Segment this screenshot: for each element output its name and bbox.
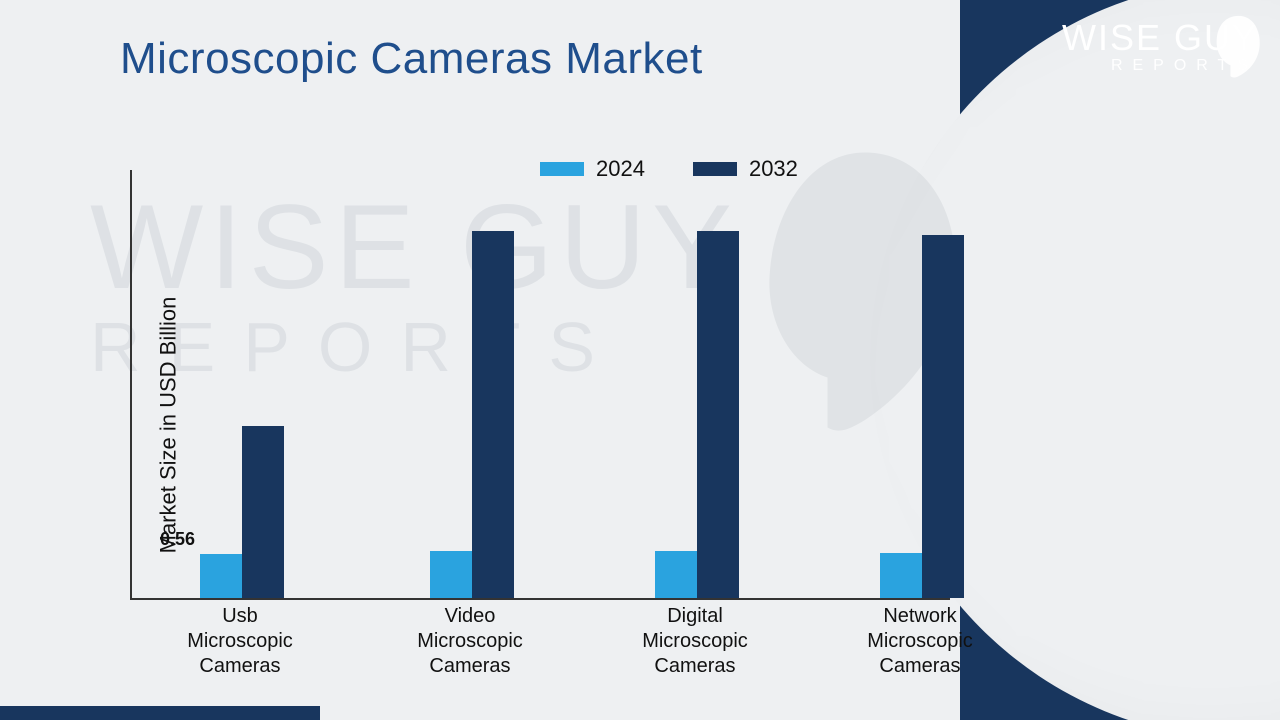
x-axis-label: DigitalMicroscopicCameras: [610, 604, 780, 679]
x-axis-label: NetworkMicroscopicCameras: [835, 604, 1005, 679]
chart-title: Microscopic Cameras Market: [120, 34, 703, 84]
x-axis-label: VideoMicroscopicCameras: [385, 604, 555, 679]
bar-value-label: 0.56: [160, 529, 195, 550]
logo-head-icon: [1206, 14, 1264, 78]
x-axis-label: UsbMicroscopicCameras: [155, 604, 325, 679]
bottom-accent-bar: [0, 706, 320, 720]
bar-chart: Market Size in USD Billion 2024 2032 0.5…: [60, 160, 960, 690]
bar-2032: [697, 231, 739, 598]
bar-2024: [200, 554, 242, 598]
bar-2032: [472, 231, 514, 598]
bar-2024: [430, 551, 472, 598]
brand-logo: WISE GUY REPORTS: [1062, 20, 1258, 74]
bar-2024: [655, 551, 697, 598]
plot-area: 0.56: [130, 170, 950, 600]
chart-canvas: WISE GUY REPORTS Microscopic Cameras Mar…: [0, 0, 1280, 720]
bar-2032: [242, 426, 284, 598]
bar-groups: 0.56: [132, 170, 950, 598]
bar-2024: [880, 553, 922, 598]
bar-2032: [922, 235, 964, 598]
